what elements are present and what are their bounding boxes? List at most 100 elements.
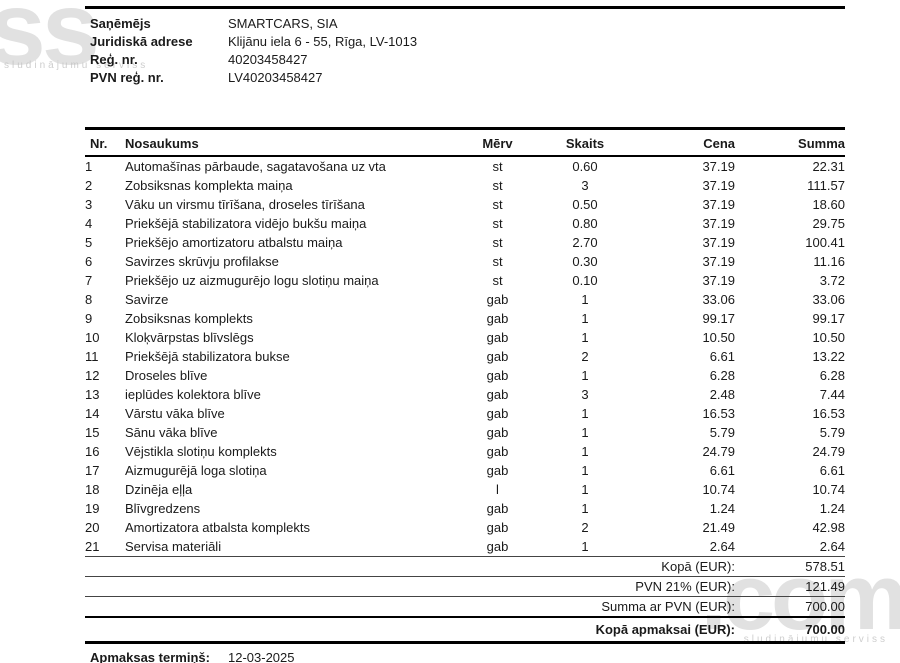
recipient-field-value: 40203458427 xyxy=(228,52,308,67)
item-unit-cell: st xyxy=(492,159,503,174)
table-row: 17 Aizmugurējā loga slotiņa gab 1 6.61 6… xyxy=(85,461,845,480)
item-nr-cell: 4 xyxy=(85,216,93,231)
item-unit-cell: gab xyxy=(486,387,509,402)
item-sum-cell: 99.17 xyxy=(812,311,845,326)
item-nr-cell: 8 xyxy=(85,292,93,307)
item-nr-cell: 12 xyxy=(85,368,100,383)
payment-term: Apmaksas termiņš: 12-03-2025 xyxy=(85,650,845,663)
item-name-cell: Savirze xyxy=(125,292,169,307)
item-sum-cell: 1.24 xyxy=(819,501,845,516)
item-qty-cell: 0.80 xyxy=(572,216,598,231)
item-unit-cell: st xyxy=(492,197,503,212)
table-row: 8 Savirze gab 1 33.06 33.06 xyxy=(85,290,845,309)
table-row: 4 Priekšējā stabilizatora vidējo bukšu m… xyxy=(85,214,845,233)
item-name-cell: Priekšējo uz aizmugurējo logu slotiņu ma… xyxy=(125,273,379,288)
item-unit-cell: gab xyxy=(486,311,509,326)
total-value: 578.51 xyxy=(735,556,845,577)
watermark-ss: ss xyxy=(0,0,100,87)
payment-term-label: Apmaksas termiņš: xyxy=(90,650,210,663)
item-unit-cell: st xyxy=(492,254,503,269)
item-name-cell: Priekšējā stabilizatora vidējo bukšu mai… xyxy=(125,216,367,231)
recipient-field-label: Juridiskā adrese xyxy=(90,34,193,49)
item-nr-cell: 15 xyxy=(85,425,100,440)
item-sum-cell: 42.98 xyxy=(812,520,845,535)
item-unit-cell: gab xyxy=(486,330,509,345)
item-nr-cell: 7 xyxy=(85,273,93,288)
item-nr-cell: 2 xyxy=(85,178,93,193)
totals-rows: Kopā (EUR): 578.51 PVN 21% (EUR): 121.49… xyxy=(85,556,845,617)
item-qty-cell: 1 xyxy=(581,406,589,421)
item-sum-cell: 18.60 xyxy=(812,197,845,212)
item-price-cell: 2.48 xyxy=(709,387,735,402)
item-qty-cell: 0.60 xyxy=(572,159,598,174)
item-price-cell: 37.19 xyxy=(702,273,735,288)
table-row: 5 Priekšējo amortizatoru atbalstu maiņa … xyxy=(85,233,845,252)
invoice-table-body: 1 Automašīnas pārbaude, sagatavošana uz … xyxy=(85,156,845,557)
item-name-cell: Blīvgredzens xyxy=(125,501,201,516)
item-nr-cell: 17 xyxy=(85,463,100,478)
total-row: Summa ar PVN (EUR): 700.00 xyxy=(85,596,845,617)
item-price-cell: 6.61 xyxy=(709,463,735,478)
item-qty-cell: 1 xyxy=(581,482,589,497)
col-header-skaits: Skaits xyxy=(540,128,630,157)
item-nr-cell: 19 xyxy=(85,501,100,516)
item-qty-cell: 1 xyxy=(581,539,589,554)
item-sum-cell: 5.79 xyxy=(819,425,845,440)
item-unit-cell: gab xyxy=(486,368,509,383)
item-name-cell: Vārstu vāka blīve xyxy=(125,406,225,421)
item-qty-cell: 1 xyxy=(581,425,589,440)
table-row: 2 Zobsiksnas komplekta maiņa st 3 37.19 … xyxy=(85,176,845,195)
item-price-cell: 37.19 xyxy=(702,216,735,231)
item-unit-cell: gab xyxy=(486,463,509,478)
total-label: Summa ar PVN (EUR): xyxy=(85,596,735,617)
item-unit-cell: st xyxy=(492,216,503,231)
item-name-cell: Vējstikla slotiņu komplekts xyxy=(125,444,277,459)
item-name-cell: Priekšējā stabilizatora bukse xyxy=(125,349,290,364)
col-header-nr: Nr. xyxy=(85,128,125,157)
item-name-cell: Sānu vāka blīve xyxy=(125,425,218,440)
recipient-field-value: SMARTCARS, SIA xyxy=(228,16,338,31)
table-row: 13 ieplūdes kolektora blīve gab 3 2.48 7… xyxy=(85,385,845,404)
item-sum-cell: 6.28 xyxy=(819,368,845,383)
item-sum-cell: 11.16 xyxy=(813,254,845,269)
table-row: 19 Blīvgredzens gab 1 1.24 1.24 xyxy=(85,499,845,518)
item-name-cell: Droseles blīve xyxy=(125,368,208,383)
item-nr-cell: 13 xyxy=(85,387,100,402)
item-qty-cell: 1 xyxy=(581,501,589,516)
item-sum-cell: 29.75 xyxy=(812,216,845,231)
item-name-cell: Zobsiksnas komplekta maiņa xyxy=(125,178,293,193)
table-row: 3 Vāku un virsmu tīrīšana, droseles tīrī… xyxy=(85,195,845,214)
table-row: 1 Automašīnas pārbaude, sagatavošana uz … xyxy=(85,156,845,176)
item-name-cell: Kloķvārpstas blīvslēgs xyxy=(125,330,254,345)
item-price-cell: 37.19 xyxy=(702,254,735,269)
item-qty-cell: 1 xyxy=(581,368,589,383)
item-sum-cell: 24.79 xyxy=(812,444,845,459)
item-unit-cell: gab xyxy=(486,539,509,554)
item-name-cell: Priekšējo amortizatoru atbalstu maiņa xyxy=(125,235,343,250)
col-header-merv: Mērv xyxy=(455,128,540,157)
item-name-cell: Savirzes skrūvju profilakse xyxy=(125,254,279,269)
payment-term-value: 12-03-2025 xyxy=(228,650,295,663)
table-row: 9 Zobsiksnas komplekts gab 1 99.17 99.17 xyxy=(85,309,845,328)
table-row: 20 Amortizatora atbalsta komplekts gab 2… xyxy=(85,518,845,537)
total-label: PVN 21% (EUR): xyxy=(85,576,735,597)
invoice-table: Nr. Nosaukums Mērv Skaits Cena Summa 1 A… xyxy=(85,127,845,644)
total-label: Kopā (EUR): xyxy=(85,556,735,577)
item-qty-cell: 0.30 xyxy=(572,254,598,269)
grand-total-label: Kopā apmaksai (EUR): xyxy=(85,616,735,644)
item-sum-cell: 6.61 xyxy=(819,463,845,478)
item-sum-cell: 10.74 xyxy=(812,482,845,497)
item-qty-cell: 2.70 xyxy=(572,235,598,250)
item-price-cell: 16.53 xyxy=(702,406,735,421)
item-name-cell: Amortizatora atbalsta komplekts xyxy=(125,520,310,535)
item-sum-cell: 13.22 xyxy=(812,349,845,364)
total-row: PVN 21% (EUR): 121.49 xyxy=(85,576,845,597)
item-name-cell: Vāku un virsmu tīrīšana, droseles tīrīša… xyxy=(125,197,365,212)
item-unit-cell: gab xyxy=(486,444,509,459)
watermark-ss-subtext: sludinājumu serviss xyxy=(4,60,149,71)
item-qty-cell: 1 xyxy=(581,444,589,459)
item-unit-cell: st xyxy=(492,178,503,193)
item-nr-cell: 16 xyxy=(85,444,100,459)
table-row: 6 Savirzes skrūvju profilakse st 0.30 37… xyxy=(85,252,845,271)
